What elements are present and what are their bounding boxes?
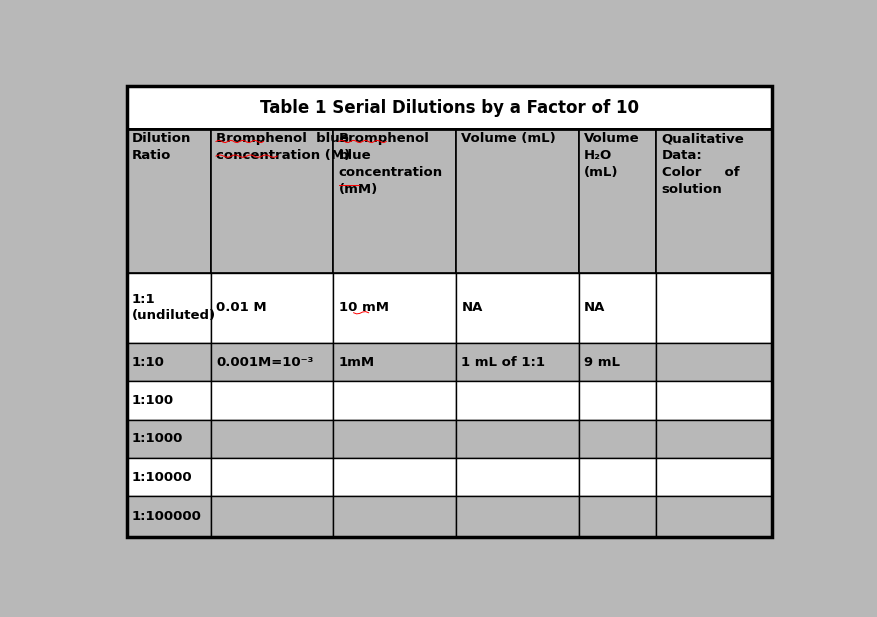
Bar [656, 129, 773, 273]
Bar [579, 343, 656, 381]
Bar [333, 381, 456, 420]
Text: Volume
H₂O
(mL): Volume H₂O (mL) [584, 132, 639, 179]
Text: 1 mL of 1:1: 1 mL of 1:1 [461, 355, 545, 368]
Bar [210, 497, 333, 537]
Bar [579, 273, 656, 343]
Bar [210, 129, 333, 273]
Text: Qualitative
Data:
Color     of
solution: Qualitative Data: Color of solution [661, 132, 745, 196]
Text: 1:100000: 1:100000 [132, 510, 202, 523]
Text: 0.001M=10⁻³: 0.001M=10⁻³ [216, 355, 313, 368]
Bar [656, 381, 773, 420]
Text: Volume (mL): Volume (mL) [461, 132, 556, 145]
Text: NA: NA [461, 302, 482, 315]
Bar [210, 273, 333, 343]
Bar [579, 497, 656, 537]
Bar [126, 420, 210, 458]
Bar [456, 420, 579, 458]
Text: 1:10: 1:10 [132, 355, 165, 368]
Bar [656, 497, 773, 537]
Bar [579, 420, 656, 458]
Text: Table 1 Serial Dilutions by a Factor of 10: Table 1 Serial Dilutions by a Factor of … [260, 99, 639, 117]
Bar [333, 343, 456, 381]
Bar [210, 458, 333, 497]
Text: Bromphenol  blue
concentration (M): Bromphenol blue concentration (M) [216, 132, 350, 162]
Text: 0.01 M: 0.01 M [216, 302, 267, 315]
Bar [456, 343, 579, 381]
Bar [456, 497, 579, 537]
Bar [333, 273, 456, 343]
Bar [333, 458, 456, 497]
Bar [579, 458, 656, 497]
Bar [126, 343, 210, 381]
Bar [126, 381, 210, 420]
Bar [656, 420, 773, 458]
Bar [333, 497, 456, 537]
Bar [456, 458, 579, 497]
Text: Bromphenol
blue
concentration
(mM): Bromphenol blue concentration (mM) [339, 132, 443, 196]
Text: Dilution
Ratio: Dilution Ratio [132, 132, 191, 162]
Bar [656, 343, 773, 381]
Bar [456, 129, 579, 273]
Bar [210, 343, 333, 381]
Text: 1:1
(undiluted): 1:1 (undiluted) [132, 294, 216, 323]
Bar [210, 420, 333, 458]
Bar [126, 273, 210, 343]
Text: NA: NA [584, 302, 605, 315]
Bar [210, 381, 333, 420]
Bar [126, 86, 773, 129]
Text: 1mM: 1mM [339, 355, 374, 368]
Text: 10 mM: 10 mM [339, 302, 389, 315]
Bar [126, 497, 210, 537]
Bar [579, 381, 656, 420]
Bar [333, 129, 456, 273]
Bar [126, 458, 210, 497]
Bar [656, 273, 773, 343]
Text: 1:10000: 1:10000 [132, 471, 193, 484]
Bar [456, 273, 579, 343]
Bar [656, 458, 773, 497]
Bar [579, 129, 656, 273]
Bar [333, 420, 456, 458]
Text: 1:1000: 1:1000 [132, 433, 183, 445]
Text: 9 mL: 9 mL [584, 355, 620, 368]
Bar [126, 129, 210, 273]
Bar [456, 381, 579, 420]
Text: 1:100: 1:100 [132, 394, 175, 407]
